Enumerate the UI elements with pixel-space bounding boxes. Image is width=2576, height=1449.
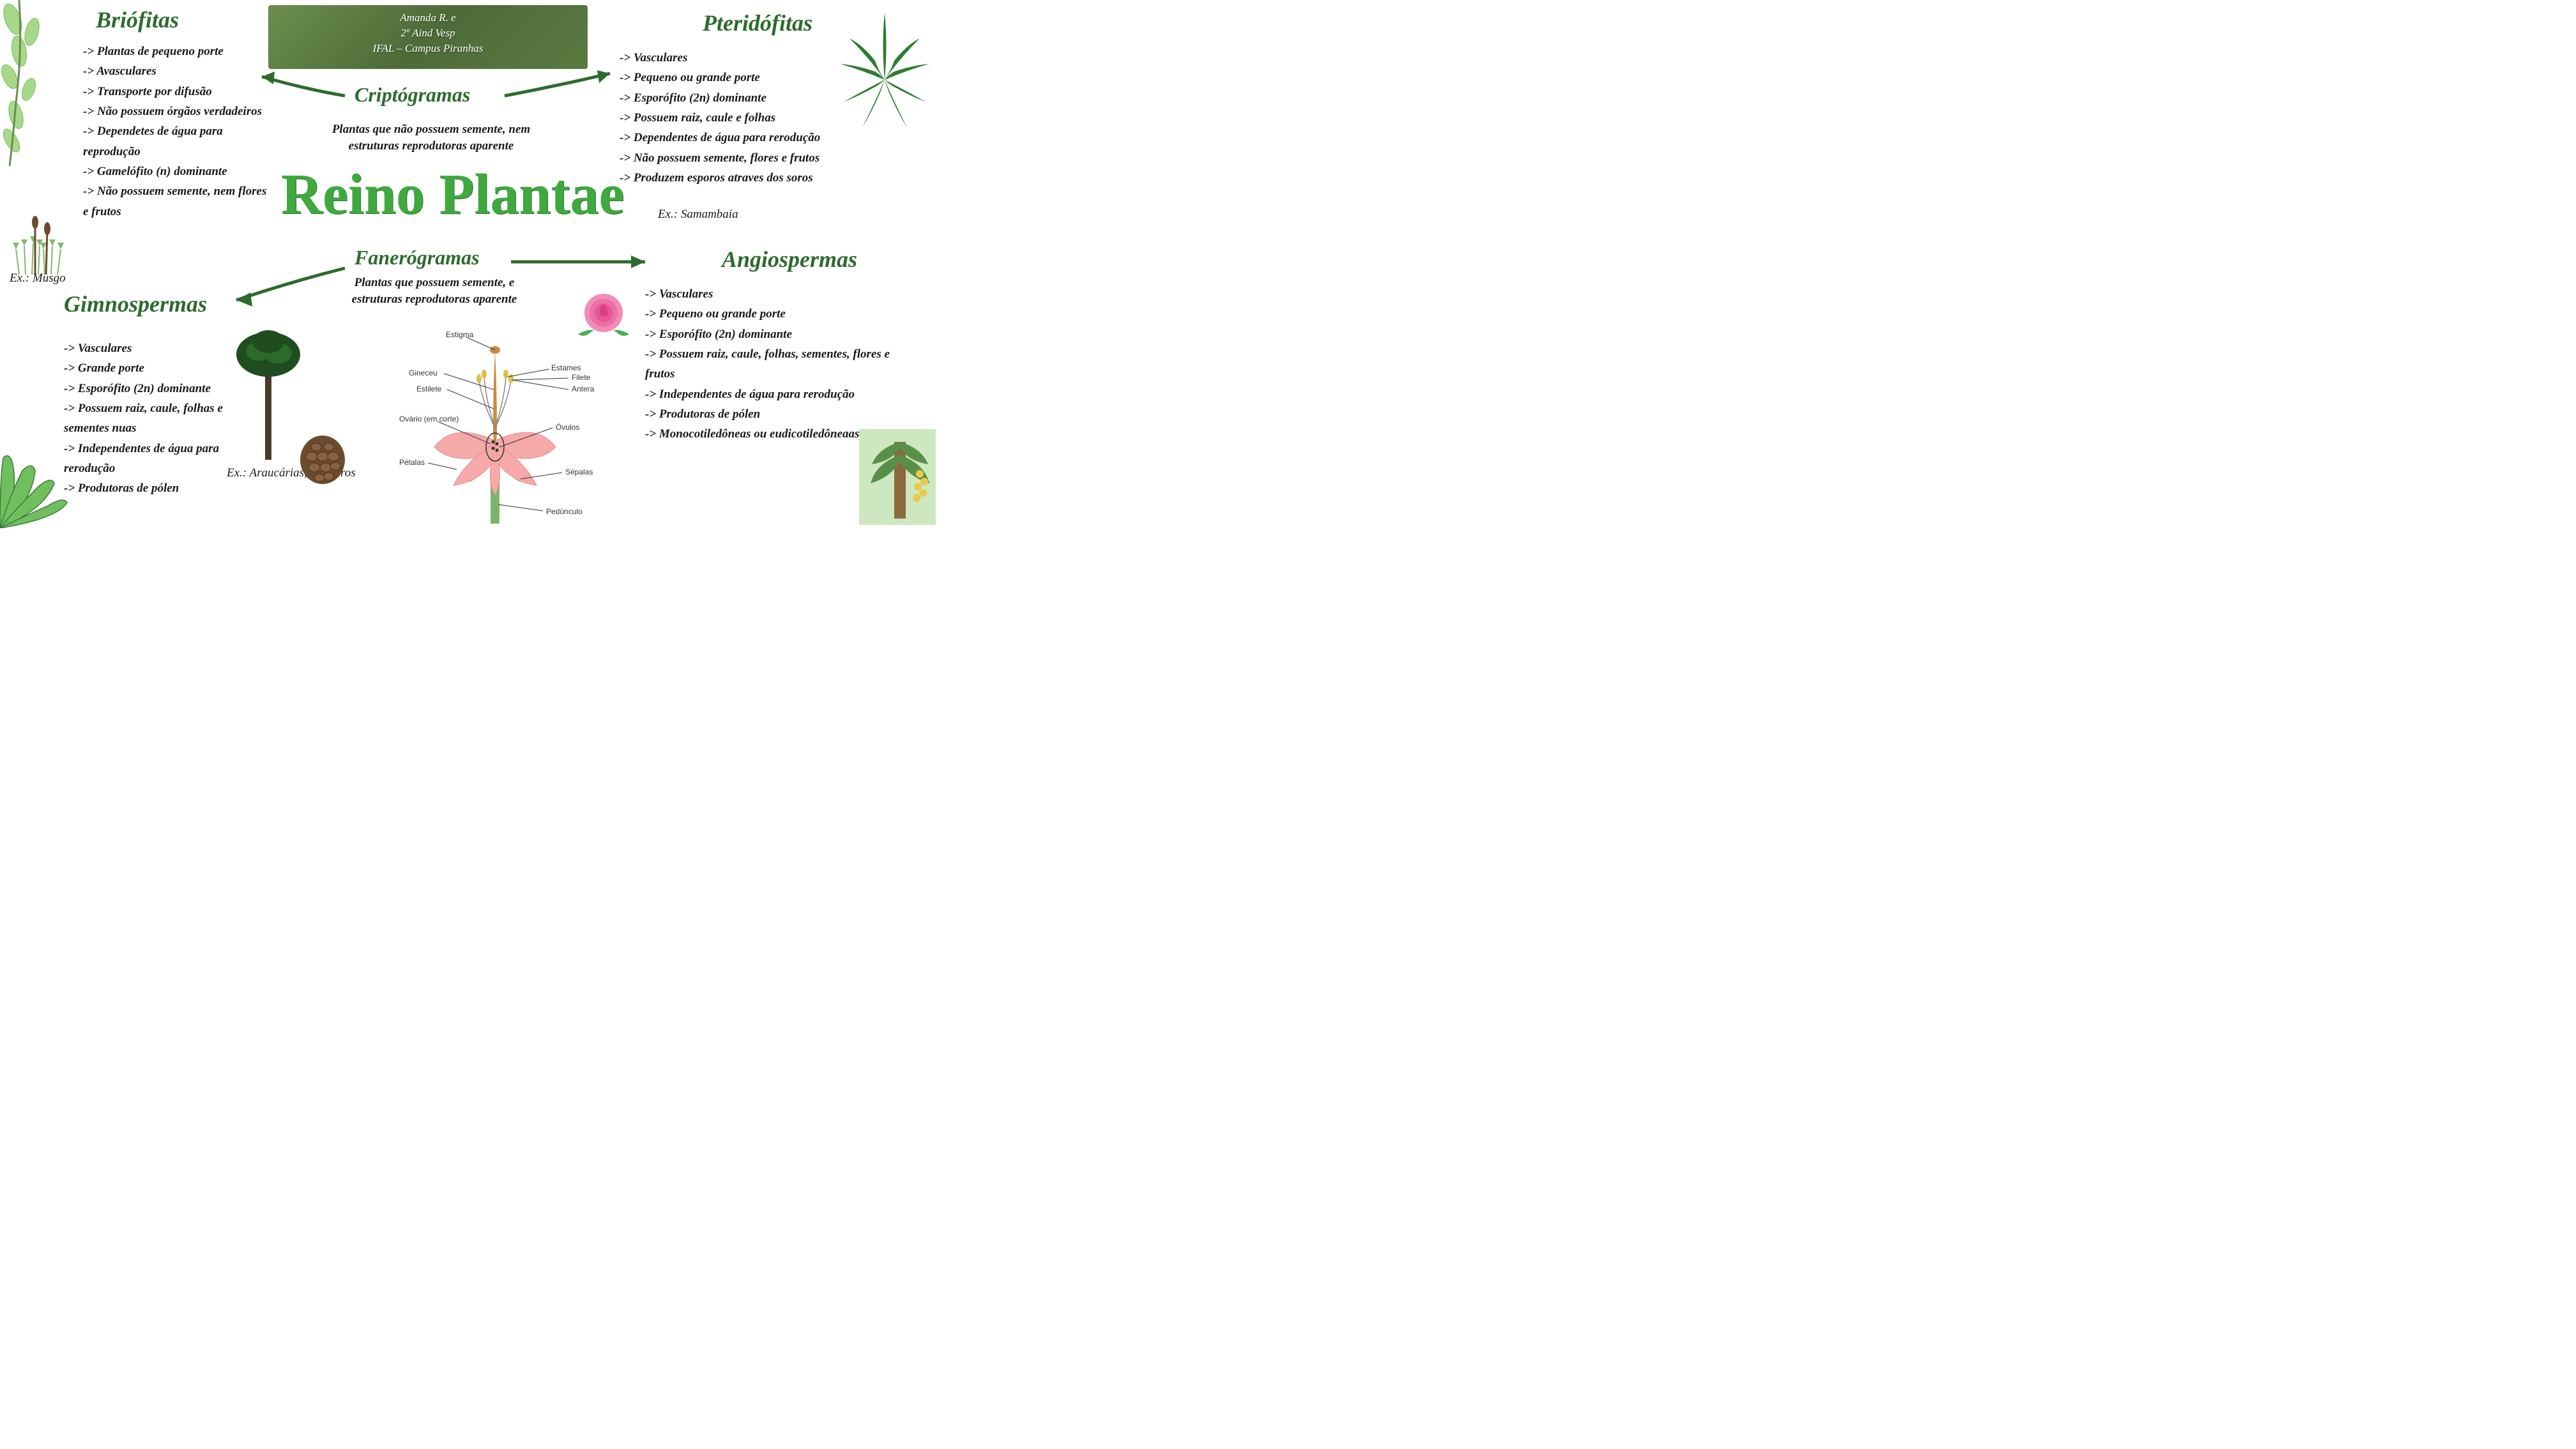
flower-label: Óvulos [556, 422, 579, 432]
flower-label: Sépalas [565, 467, 593, 476]
header-line3: IFAL – Campus Piranhas [281, 41, 575, 56]
leaves-bottom-left-icon [0, 400, 70, 528]
header-banner: Amanda R. e 2º Aind Vesp IFAL – Campus P… [268, 5, 588, 69]
flower-label: Pedúnculo [546, 507, 583, 516]
list-item: Independentes de água para rerodução [645, 384, 907, 404]
flower-label: Ovário (em corte) [399, 414, 459, 423]
list-item: Gamelófito (n) dominante [83, 162, 275, 181]
flower-label: Estigma [446, 330, 474, 339]
list-item: Esporófito (2n) dominante [645, 324, 907, 344]
list-item: Não possuem órgãos verdadeiros [83, 102, 275, 121]
header-line1: Amanda R. e [281, 10, 575, 26]
pteridofitas-bullets: Vasculares Pequeno ou grande porte Espor… [620, 48, 850, 188]
header-line2: 2º Aind Vesp [281, 26, 575, 41]
flower-label: Antera [572, 384, 595, 393]
pteridofitas-example: Ex.: Samambaia [658, 208, 738, 222]
gimnospermas-title: Gimnospermas [64, 291, 207, 317]
main-title: Reino Plantae [281, 166, 624, 224]
list-item: Plantas de pequeno porte [83, 42, 275, 61]
flower-label: Estames [551, 363, 581, 372]
list-item: Não possuem semente, flores e frutos [620, 148, 850, 168]
leaves-top-left-icon [0, 0, 77, 166]
list-item: Transporte por difusão [83, 82, 275, 102]
list-item: Esporófito (2n) dominante [64, 379, 255, 398]
pteridofitas-title: Pteridófitas [703, 10, 812, 36]
fanerogramas-title: Fanerógramas [354, 246, 480, 269]
briofitas-title: Briófitas [96, 6, 179, 33]
list-item: Possuem raiz, caule, folhas, sementes, f… [645, 344, 907, 384]
list-item: Produtoras de pólen [645, 404, 907, 424]
list-item: Dependentes de água para rerodução [620, 128, 850, 148]
flower-label: Pétalas [399, 458, 425, 467]
list-item: Possuem raiz, caule, folhas e sementes n… [64, 398, 255, 439]
list-item: Pequeno ou grande porte [620, 68, 850, 87]
criptogramas-title: Criptógramas [354, 83, 470, 107]
briofitas-example: Ex.: Musgo [10, 271, 66, 285]
moss-icon [6, 211, 77, 281]
list-item: Avasculares [83, 61, 275, 81]
list-item: Vasculares [645, 284, 907, 304]
list-item: Grande porte [64, 358, 255, 378]
list-item: Pequeno ou grande porte [645, 304, 907, 324]
list-item: Produzem esporos atraves dos soros [620, 168, 850, 188]
list-item: Não possuem semente, nem flores e frutos [83, 181, 275, 222]
fanerogramas-desc: Plantas que possuem semente, e estrutura… [332, 275, 537, 307]
angiospermas-bullets: Vasculares Pequeno ou grande porte Espor… [645, 284, 907, 444]
pinecone-icon [294, 428, 351, 485]
list-item: Esporófito (2n) dominante [620, 88, 850, 108]
flower-label: Estilete [416, 384, 442, 393]
angiospermas-title: Angiospermas [722, 246, 857, 273]
flower-diagram-icon: Estigma Gineceu Estilete Ovário (em cort… [370, 326, 620, 524]
angiosperm-photo-icon [859, 429, 936, 525]
list-item: Dependetes de água para reprodução [83, 121, 275, 162]
list-item: Possuem raiz, caule e folhas [620, 108, 850, 128]
list-item: Vasculares [620, 48, 850, 68]
list-item: Vasculares [64, 338, 255, 358]
criptogramas-desc: Plantas que não possuem semente, nem est… [313, 121, 549, 154]
briofitas-bullets: Plantas de pequeno porte Avasculares Tra… [83, 42, 275, 222]
flower-label: Gineceu [409, 368, 438, 377]
flower-label: Filete [572, 373, 591, 382]
list-item: Produtoras de pólen [64, 478, 255, 498]
